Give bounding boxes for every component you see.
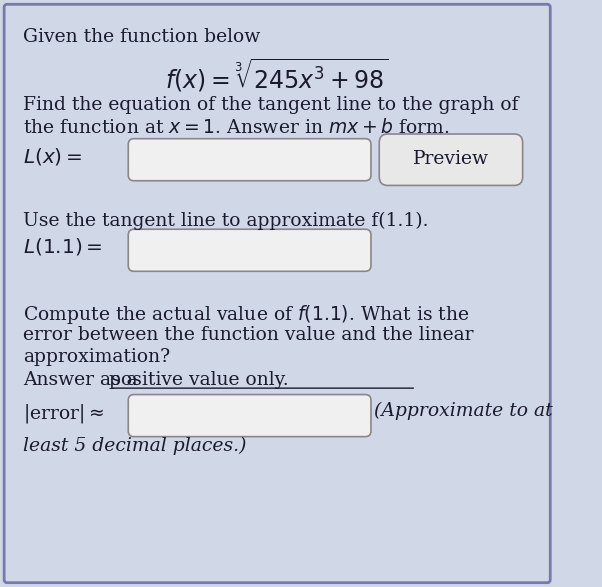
Text: error between the function value and the linear: error between the function value and the… [23,326,474,343]
Text: Given the function below: Given the function below [23,28,261,46]
Text: the function at $x = 1$. Answer in $mx + b$ form.: the function at $x = 1$. Answer in $mx +… [23,118,450,137]
FancyBboxPatch shape [128,394,371,437]
Text: $f(x) = \sqrt[3]{245x^3 + 98}$: $f(x) = \sqrt[3]{245x^3 + 98}$ [166,57,389,95]
Text: Compute the actual value of $f(1.1)$. What is the: Compute the actual value of $f(1.1)$. Wh… [23,303,470,326]
Text: $L(x) =$: $L(x) =$ [23,146,83,167]
Text: least 5 decimal places.): least 5 decimal places.) [23,437,247,455]
FancyBboxPatch shape [128,230,371,271]
Text: $|$error$| \approx$: $|$error$| \approx$ [23,402,105,424]
Text: Preview: Preview [413,150,489,168]
Text: Use the tangent line to approximate f(1.1).: Use the tangent line to approximate f(1.… [23,212,429,230]
Text: Find the equation of the tangent line to the graph of: Find the equation of the tangent line to… [23,96,519,114]
Text: approximation?: approximation? [23,348,170,366]
Text: positive value only.: positive value only. [109,370,288,389]
Text: Answer as a: Answer as a [23,370,144,389]
FancyBboxPatch shape [128,139,371,181]
FancyBboxPatch shape [379,134,523,185]
Text: $L(1.1) =$: $L(1.1) =$ [23,236,103,257]
Text: (Approximate to at: (Approximate to at [374,402,553,420]
